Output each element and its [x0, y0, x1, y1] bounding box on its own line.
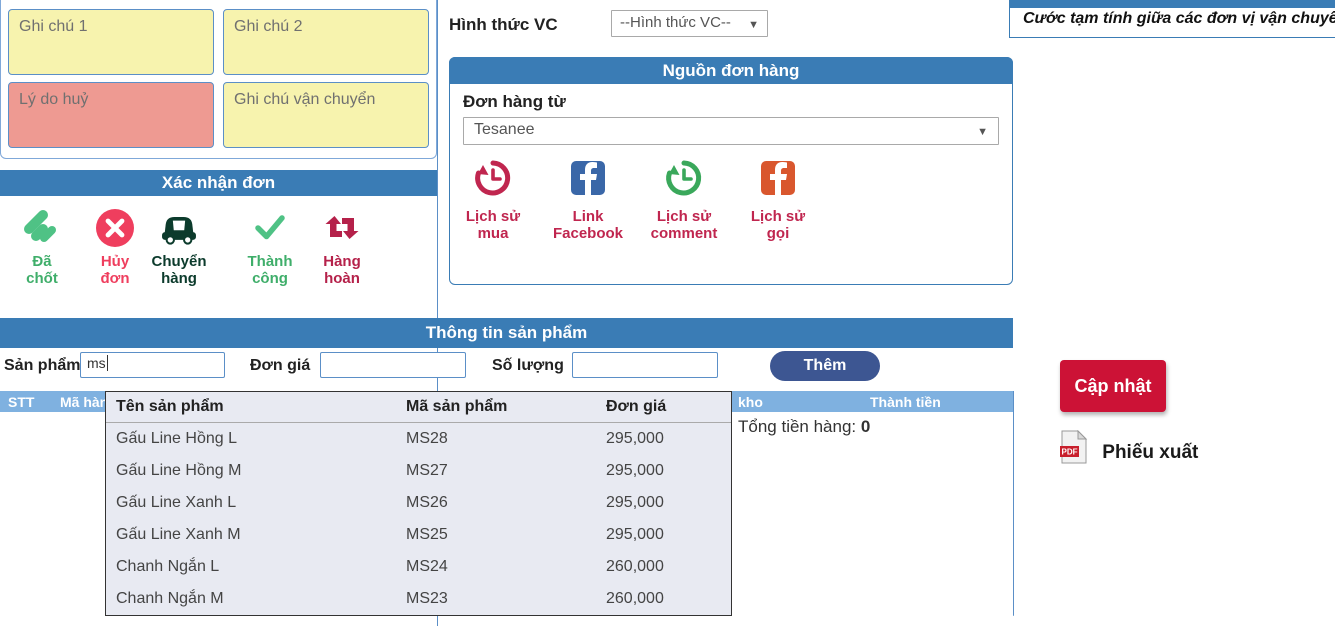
svg-text:PDF: PDF — [1062, 448, 1078, 457]
